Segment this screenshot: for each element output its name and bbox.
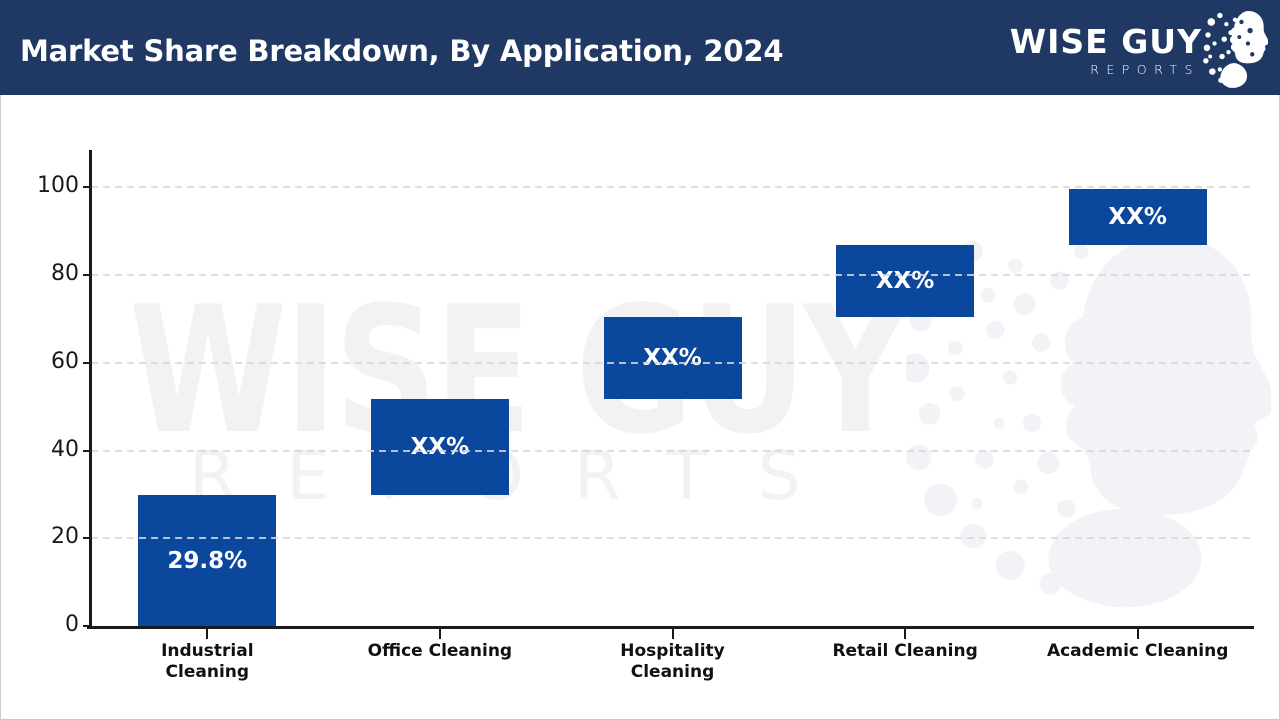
y-tick-mark <box>83 449 91 452</box>
x-category-label-line: Hospitality <box>620 641 725 661</box>
x-tick-mark <box>904 629 907 639</box>
x-category-label: Office Cleaning <box>324 641 556 662</box>
x-category-label-line: Academic Cleaning <box>1046 641 1229 661</box>
x-axis-line <box>87 626 1254 629</box>
y-tick-label: 60 <box>51 348 79 374</box>
x-category-label: Academic Cleaning <box>1022 641 1254 662</box>
x-category-label: Retail Cleaning <box>789 641 1021 662</box>
x-tick-mark <box>671 629 674 639</box>
y-tick-mark <box>83 186 91 189</box>
gridline <box>91 537 1254 540</box>
bar: XX% <box>1068 188 1207 246</box>
y-tick-mark <box>83 361 91 364</box>
bar-value-label: 29.8% <box>167 547 248 574</box>
y-tick-mark <box>83 274 91 276</box>
bar: 29.8% <box>138 495 277 626</box>
x-tick-mark <box>206 629 209 639</box>
x-category-label-line: Industrial <box>161 641 254 661</box>
x-category-label-line: Cleaning <box>630 662 715 682</box>
logo-subtext: REPORTS <box>1090 62 1200 77</box>
chart-body: WISE GUY REPORTS 0 20 40 60 80 100 29.8% Indust… <box>0 95 1280 720</box>
x-category-label-line: Cleaning <box>165 662 250 682</box>
bar-value-label: XX% <box>1108 203 1167 230</box>
bar: XX% <box>370 398 509 496</box>
x-tick-mark <box>1136 629 1139 639</box>
logo-face-icon <box>1203 11 1268 88</box>
gridline <box>91 274 1254 276</box>
bar: XX% <box>836 245 975 318</box>
x-category-label: Industrial Cleaning <box>91 641 323 683</box>
gridline <box>91 361 1254 364</box>
x-category-label-line: Retail Cleaning <box>832 641 978 661</box>
y-tick-mark <box>83 537 91 540</box>
y-tick-label: 80 <box>51 261 79 286</box>
gridline <box>91 449 1254 452</box>
logo-text: WISE GUY REPORTS <box>1009 22 1202 78</box>
y-axis-line <box>89 150 92 628</box>
watermark-wordmark: WISE GUY <box>129 270 907 473</box>
bar-value-label: XX% <box>643 344 702 371</box>
x-tick-mark <box>438 629 441 639</box>
gridline <box>91 186 1254 189</box>
y-tick-label: 40 <box>51 436 79 462</box>
bar: XX% <box>603 317 742 399</box>
brand-logo: WISE GUY REPORTS <box>1010 5 1268 91</box>
y-tick-label: 0 <box>65 612 79 637</box>
chart-title: Market Share Breakdown, By Application, … <box>20 34 784 68</box>
y-tick-label: 100 <box>37 173 79 199</box>
x-category-label-line: Office Cleaning <box>367 641 513 661</box>
bar-value-label: XX% <box>410 433 470 460</box>
logo-wordmark: WISE GUY <box>1009 22 1202 61</box>
header-band: Market Share Breakdown, By Application, … <box>0 0 1280 95</box>
bar-value-label: XX% <box>875 268 935 295</box>
y-tick-label: 20 <box>51 524 79 550</box>
x-category-label: Hospitality Cleaning <box>557 641 789 683</box>
